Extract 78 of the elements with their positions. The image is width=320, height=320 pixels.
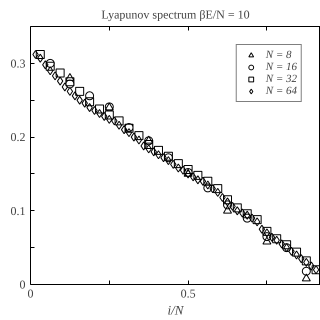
- point: [144, 140, 154, 149]
- point: [282, 240, 292, 250]
- point: [75, 86, 84, 96]
- point: [56, 68, 65, 78]
- point: [224, 197, 231, 206]
- point: [140, 141, 147, 150]
- x-tick-label: 0.5: [180, 286, 196, 300]
- y-tick-label: 0.2: [10, 130, 26, 144]
- point: [193, 170, 202, 180]
- y-tick-label: 0.1: [10, 204, 26, 218]
- point: [248, 214, 256, 223]
- point: [262, 232, 272, 242]
- point: [155, 150, 162, 160]
- point: [62, 82, 68, 92]
- point: [288, 246, 295, 256]
- point: [302, 273, 311, 282]
- point: [85, 91, 94, 100]
- point: [174, 159, 183, 168]
- point: [292, 248, 302, 257]
- point: [302, 266, 311, 276]
- point: [194, 175, 202, 184]
- point: [242, 214, 252, 223]
- y-tick-label: 0.3: [10, 56, 26, 70]
- point: [200, 176, 206, 186]
- legend-label: N = 64: [266, 85, 297, 97]
- point: [160, 153, 167, 162]
- point: [175, 164, 182, 173]
- point: [223, 200, 232, 210]
- point: [56, 76, 64, 86]
- legend-label: N = 8: [266, 49, 292, 61]
- point: [114, 116, 124, 126]
- point: [136, 136, 142, 145]
- point: [254, 217, 260, 226]
- point: [95, 104, 104, 114]
- point: [268, 232, 276, 242]
- point: [219, 193, 226, 202]
- point: [223, 206, 232, 214]
- point: [32, 50, 39, 60]
- point: [65, 77, 74, 86]
- point: [229, 202, 236, 211]
- point: [85, 97, 94, 106]
- point: [308, 262, 315, 271]
- point: [72, 91, 78, 100]
- legend-label: N = 32: [266, 73, 297, 85]
- point: [190, 172, 196, 182]
- point: [46, 58, 55, 68]
- x-axis-title: i/N: [168, 302, 185, 318]
- point: [134, 131, 144, 140]
- point: [120, 125, 128, 134]
- point: [36, 50, 45, 60]
- point: [126, 128, 132, 138]
- point: [184, 165, 193, 174]
- point: [262, 236, 272, 245]
- point: [66, 86, 74, 96]
- chart-title: Lyapunov spectrum βE/N = 10: [101, 8, 250, 22]
- point: [46, 62, 55, 71]
- point: [154, 146, 163, 155]
- point: [52, 71, 58, 80]
- point: [180, 166, 186, 175]
- point: [203, 183, 212, 192]
- point: [258, 224, 266, 234]
- point: [111, 116, 118, 126]
- point: [104, 110, 114, 120]
- point: [96, 108, 103, 118]
- point: [293, 250, 300, 260]
- point: [203, 176, 212, 186]
- legend-label: N = 16: [266, 61, 297, 73]
- point: [116, 120, 122, 130]
- point: [165, 156, 172, 166]
- point: [65, 72, 74, 81]
- point: [232, 203, 242, 212]
- point: [223, 195, 232, 204]
- point: [252, 215, 262, 224]
- point: [86, 103, 93, 112]
- point: [213, 184, 222, 194]
- point: [91, 106, 98, 116]
- y-tick-label: 0: [20, 278, 26, 292]
- point: [130, 132, 138, 142]
